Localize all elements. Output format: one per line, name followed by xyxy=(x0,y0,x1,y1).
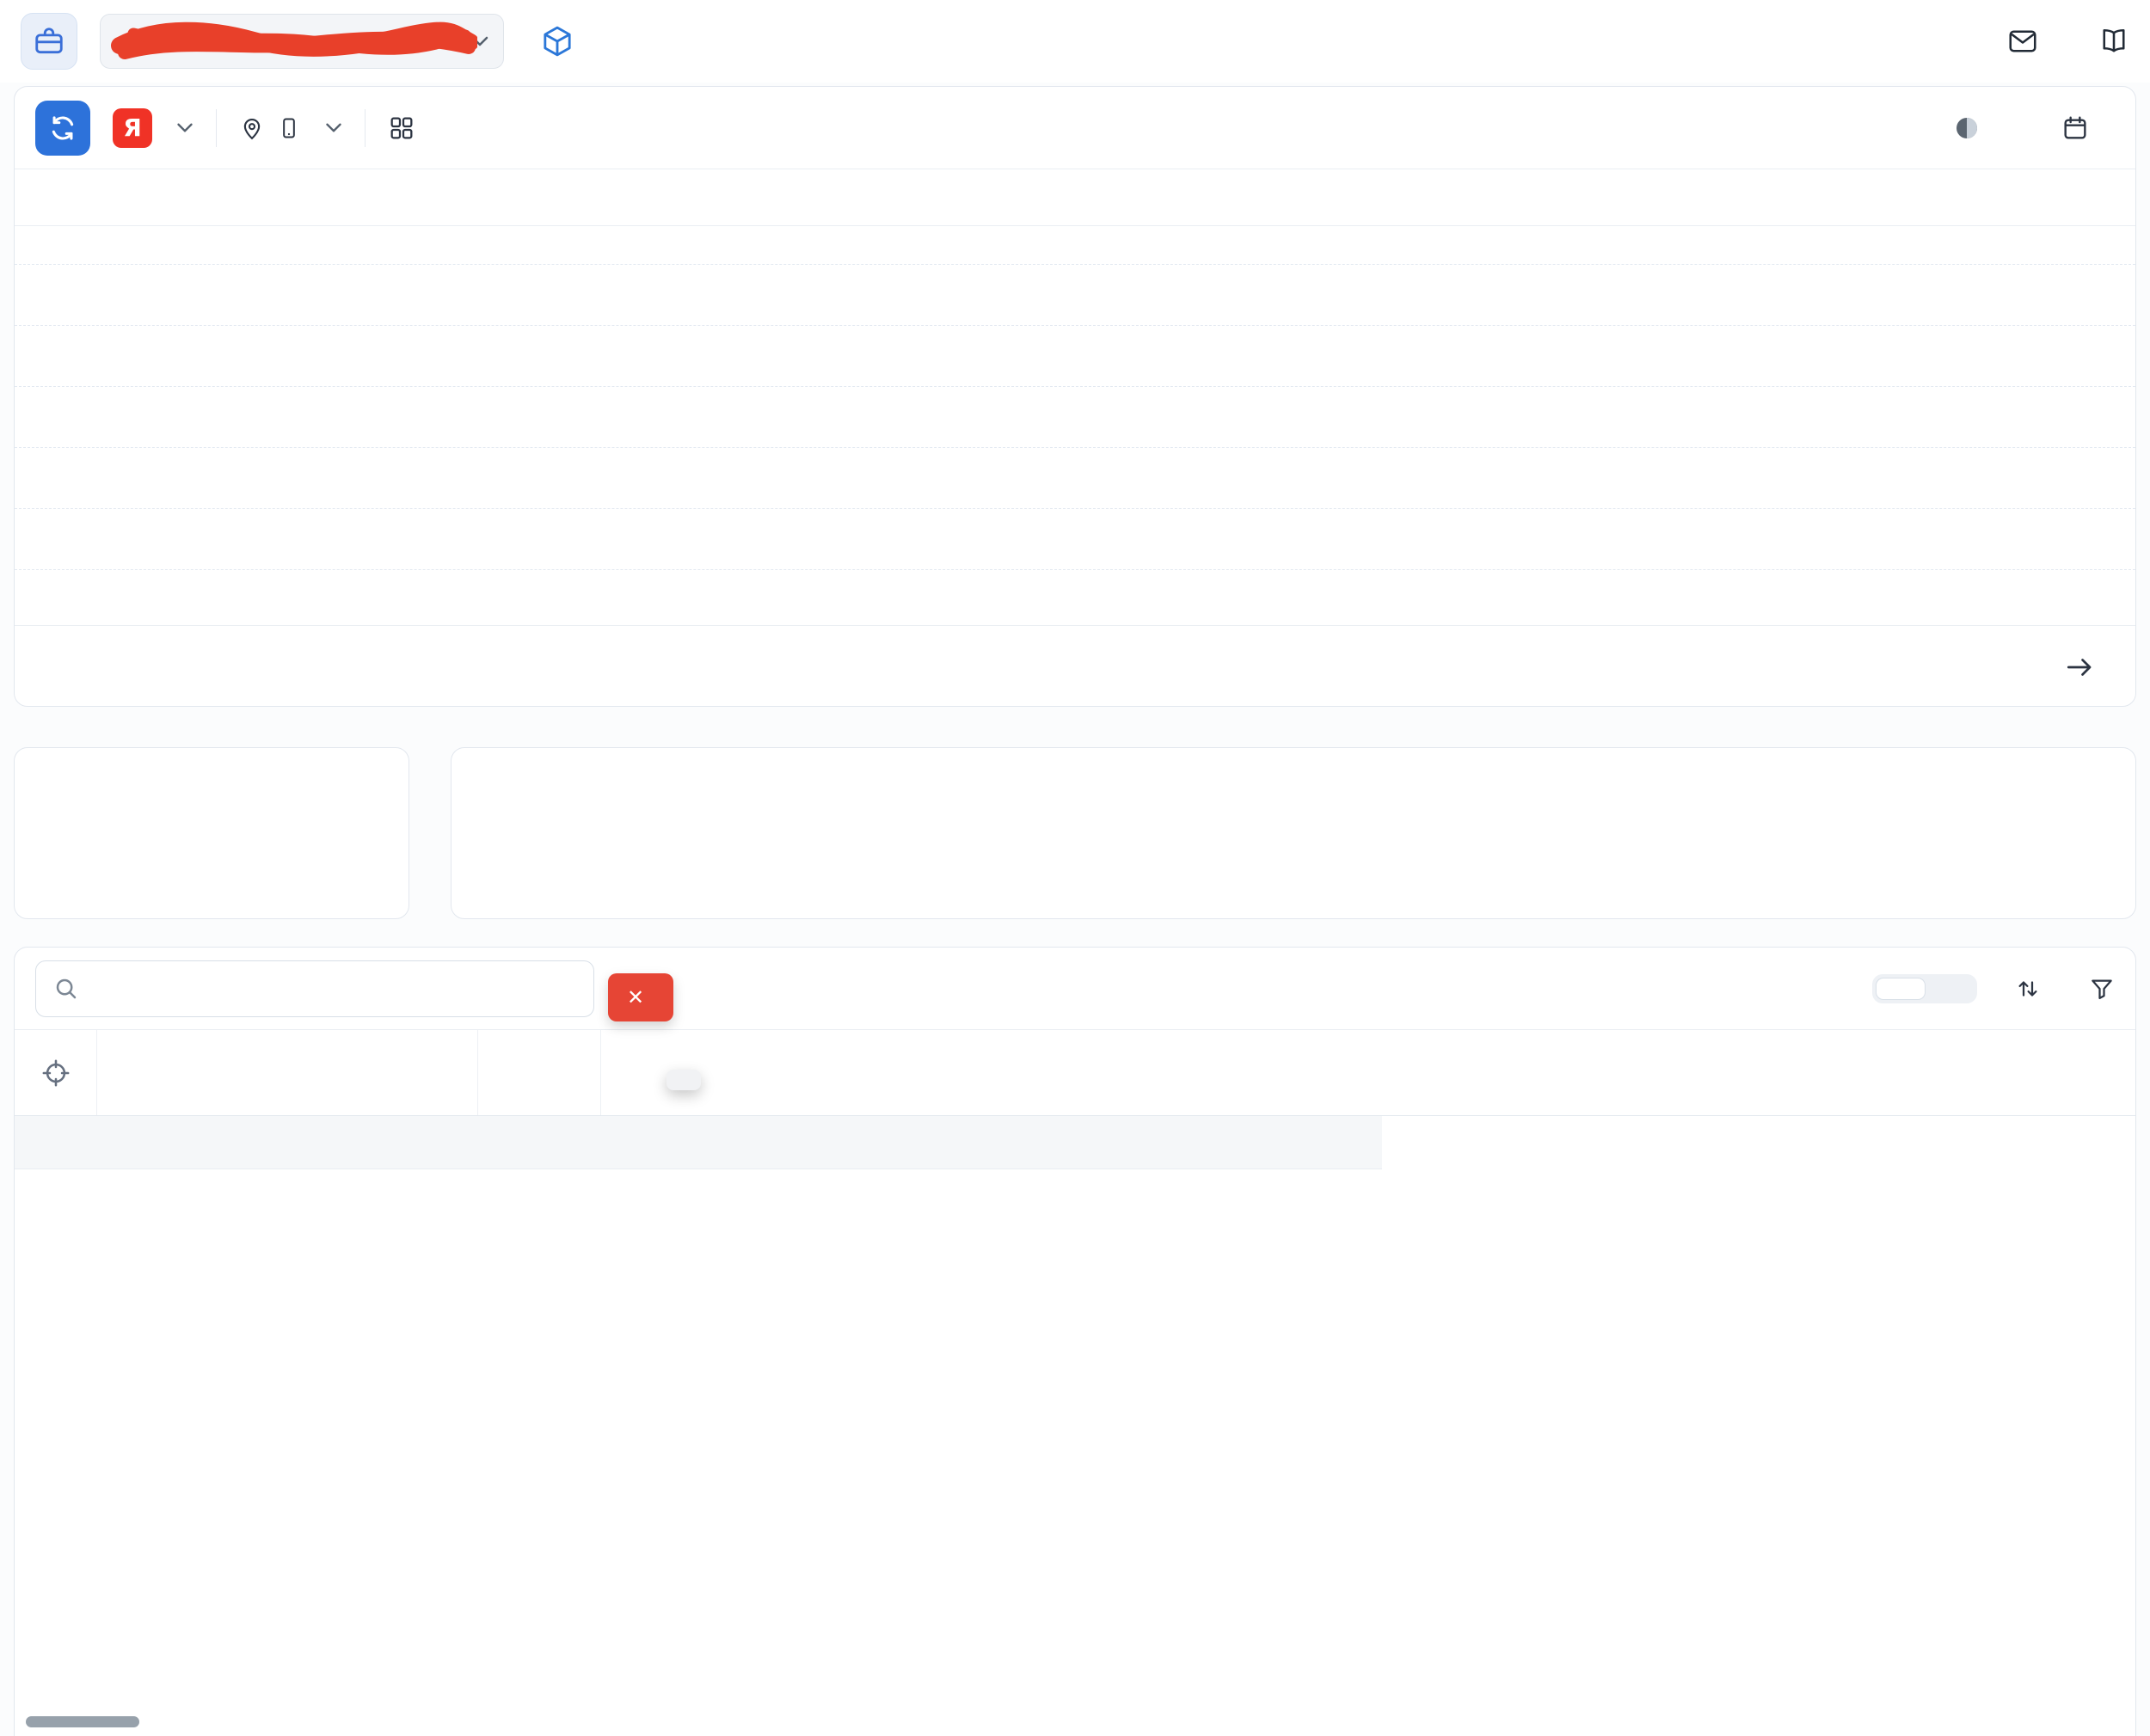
toolbox-button[interactable] xyxy=(540,24,587,58)
table-header xyxy=(15,1030,2135,1116)
funnel-icon xyxy=(2092,979,2112,999)
calendar-icon xyxy=(2064,116,2086,139)
divider xyxy=(365,108,366,147)
workspace-button[interactable] xyxy=(21,13,77,70)
metric-tabs xyxy=(15,169,2135,226)
redaction-scribble xyxy=(111,21,477,59)
target-icon xyxy=(42,1059,69,1086)
groups-selector[interactable] xyxy=(388,114,427,142)
positions-view-button[interactable] xyxy=(1876,977,1926,1000)
chart-legend xyxy=(15,625,2135,706)
x-axis-labels xyxy=(15,570,2135,625)
tags-selector[interactable] xyxy=(1953,114,1993,142)
positions-stacked-chart xyxy=(15,226,2135,570)
changes-donut-chart xyxy=(39,768,169,899)
envelope-icon xyxy=(2009,30,2036,52)
summary-row xyxy=(14,747,2136,919)
changes-donut-card xyxy=(14,747,409,919)
chevron-down-icon xyxy=(326,123,341,132)
tickets-button[interactable] xyxy=(2007,26,2050,57)
order-button[interactable] xyxy=(2065,653,2106,682)
gridline xyxy=(15,508,2135,509)
delete-button[interactable]: ✕ xyxy=(608,973,674,1021)
project-selector[interactable] xyxy=(100,14,504,69)
filter-button[interactable] xyxy=(2089,976,2125,1002)
frequency-column-header[interactable] xyxy=(478,1030,601,1115)
sort-tooltip xyxy=(666,1070,701,1090)
queries-column-header[interactable] xyxy=(97,1030,478,1115)
toolbox-cube-icon xyxy=(544,26,571,57)
region-selector[interactable] xyxy=(239,115,342,141)
horizontal-scrollbar[interactable] xyxy=(26,1716,139,1727)
target-column-header[interactable] xyxy=(15,1030,97,1115)
arrow-right-icon xyxy=(2067,658,2092,676)
book-icon xyxy=(2103,28,2125,52)
search-icon xyxy=(56,978,77,998)
knowledge-base-button[interactable] xyxy=(2098,26,2141,57)
group-header-row[interactable] xyxy=(15,1116,1382,1169)
close-icon: ✕ xyxy=(627,985,645,1009)
briefcase-icon xyxy=(35,28,63,54)
query-search[interactable] xyxy=(35,960,594,1017)
gridline xyxy=(15,325,2135,326)
refresh-button[interactable] xyxy=(35,100,90,156)
chevron-down-icon xyxy=(177,123,193,132)
snippets-view-button[interactable] xyxy=(1926,978,1974,1000)
view-toggle xyxy=(1872,973,1977,1003)
search-engine-selector[interactable]: Я xyxy=(113,107,194,148)
queries-table-panel: ✕ xyxy=(14,947,2136,1736)
top-ranges-card xyxy=(451,747,2136,919)
gridline xyxy=(15,447,2135,448)
top-header xyxy=(0,0,2150,83)
x-axis-line xyxy=(15,569,2135,570)
search-input[interactable] xyxy=(91,976,576,1001)
positions-panel: Я xyxy=(14,86,2136,707)
refresh-icon xyxy=(52,115,74,140)
gridline xyxy=(15,386,2135,387)
filters-toolbar: Я xyxy=(15,87,2135,169)
date-range-selector[interactable] xyxy=(2061,114,2101,142)
smartphone-icon xyxy=(283,118,295,138)
sort-button[interactable] xyxy=(2015,976,2051,1002)
gridline xyxy=(15,264,2135,265)
groups-grid-icon xyxy=(390,117,413,138)
sort-arrows-icon xyxy=(2018,980,2037,997)
divider xyxy=(216,108,217,147)
table-controls xyxy=(15,948,2135,1030)
tags-toggle-icon xyxy=(1956,117,1977,138)
yandex-logo-icon: Я xyxy=(113,107,152,148)
location-pin-icon xyxy=(243,118,261,139)
